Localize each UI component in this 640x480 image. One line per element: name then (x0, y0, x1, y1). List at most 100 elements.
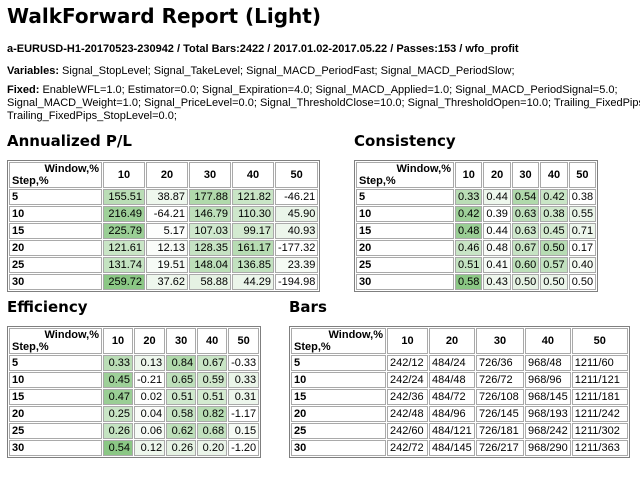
row-label: 30 (356, 274, 454, 290)
table-cell: 0.62 (166, 423, 197, 439)
table-cell: 12.13 (146, 240, 188, 256)
table-cell: 0.26 (166, 440, 197, 456)
table-row: 5 155.51 38.87 177.88 121.82 -46.21 (9, 189, 319, 205)
row-label: 20 (356, 240, 454, 256)
table-cell: 0.57 (540, 257, 568, 273)
table-cell: 0.46 (455, 240, 483, 256)
table-cell: 0.06 (134, 423, 166, 439)
table-cell: 242/24 (387, 372, 428, 388)
table-cell: 0.26 (103, 423, 133, 439)
table-row: 25 0.26 0.06 0.62 0.68 0.15 (9, 423, 260, 439)
table-cell: 726/181 (476, 423, 524, 439)
table-cell: 0.68 (197, 423, 228, 439)
variables-value: Signal_StopLevel; Signal_TakeLevel; Sign… (62, 65, 515, 77)
table-cell: 726/145 (476, 406, 524, 422)
table-cell: 484/72 (429, 389, 475, 405)
table-cell: 148.04 (189, 257, 231, 273)
table-cell: 107.03 (189, 223, 231, 239)
table-cell: -46.21 (275, 189, 319, 205)
header-row: Window,% Step,% 10 20 30 40 50 (291, 328, 628, 354)
table-cell: 0.54 (511, 189, 540, 205)
table-row: 15 242/36 484/72 726/108 968/145 1211/181 (291, 389, 628, 405)
table-cell: 0.54 (103, 440, 133, 456)
section-efficiency: Efficiency Window,% Step,% 10 20 30 40 50 5 0.33… (7, 298, 262, 458)
table-cell: 0.25 (103, 406, 133, 422)
table-cell: 121.61 (103, 240, 145, 256)
table-cell: 0.50 (540, 240, 568, 256)
table-cell: 0.41 (483, 257, 511, 273)
fixed-line-text: Signal_MACD_Weight=1.0; Signal_PriceLeve… (7, 97, 640, 109)
fixed-label: Fixed: (7, 84, 40, 96)
table-cell: 177.88 (189, 189, 231, 205)
table-cell: 0.59 (197, 372, 228, 388)
table-cell: 0.33 (103, 355, 133, 371)
variables-line: Variables: Signal_StopLevel; Signal_Take… (7, 65, 515, 78)
table-cell: 1211/121 (571, 372, 628, 388)
table-cell: 968/96 (525, 372, 571, 388)
table-cell: 0.45 (103, 372, 133, 388)
table-cell: 121.82 (232, 189, 274, 205)
table-cell: 0.20 (197, 440, 228, 456)
table-cell: 242/12 (387, 355, 428, 371)
table-cell: 128.35 (189, 240, 231, 256)
table-row: 25 242/60 484/121 726/181 968/242 1211/302 (291, 423, 628, 439)
row-label: 10 (356, 206, 454, 222)
table-cell: 726/72 (476, 372, 524, 388)
row-label: 5 (291, 355, 386, 371)
row-label: 20 (9, 406, 102, 422)
column-header: 50 (275, 162, 319, 188)
corner-header-cell: Window,% Step,% (9, 328, 102, 354)
table-cell: 0.67 (197, 355, 228, 371)
table-cell: 484/145 (429, 440, 475, 456)
table-cell: 0.38 (568, 189, 597, 205)
table-row: 5 0.33 0.13 0.84 0.67 -0.33 (9, 355, 260, 371)
table-cell: 968/193 (525, 406, 571, 422)
table-row: 15 0.48 0.44 0.63 0.45 0.71 (356, 223, 597, 239)
section-heading: Consistency (354, 132, 456, 150)
table-row: 15 0.47 0.02 0.51 0.51 0.31 (9, 389, 260, 405)
table-cell: 110.30 (232, 206, 274, 222)
table-row: 10 0.42 0.39 0.63 0.38 0.55 (356, 206, 597, 222)
step-axis-label: Step,% (359, 175, 396, 187)
column-header: 10 (103, 328, 133, 354)
table-cell: 0.45 (540, 223, 568, 239)
row-label: 25 (356, 257, 454, 273)
table-cell: 0.58 (166, 406, 197, 422)
row-label: 5 (9, 355, 102, 371)
table-cell: 0.84 (166, 355, 197, 371)
table-cell: 0.12 (134, 440, 166, 456)
table-cell: 259.72 (103, 274, 145, 290)
table-cell: 136.85 (232, 257, 274, 273)
column-header: 50 (571, 328, 628, 354)
table-row: 10 0.45 -0.21 0.65 0.59 0.33 (9, 372, 260, 388)
table-cell: 0.63 (511, 223, 540, 239)
table-cell: 0.51 (455, 257, 483, 273)
table-cell: 38.87 (146, 189, 188, 205)
run-summary-line: a-EURUSD-H1-20170523-230942 / Total Bars… (7, 43, 519, 55)
table-cell: 0.31 (228, 389, 260, 405)
table-cell: 242/36 (387, 389, 428, 405)
table-cell: 0.71 (568, 223, 597, 239)
table-row: 15 225.79 5.17 107.03 99.17 40.93 (9, 223, 319, 239)
step-axis-label: Step,% (12, 341, 49, 353)
table-cell: 726/217 (476, 440, 524, 456)
step-axis-label: Step,% (12, 175, 49, 187)
column-header: 20 (483, 162, 511, 188)
row-label: 20 (9, 240, 102, 256)
column-header: 50 (228, 328, 260, 354)
table-cell: 0.50 (568, 274, 597, 290)
window-axis-label: Window,% (44, 163, 99, 175)
column-header: 10 (455, 162, 483, 188)
corner-header-cell: Window,% Step,% (291, 328, 386, 354)
table-cell: 5.17 (146, 223, 188, 239)
table-row: 20 121.61 12.13 128.35 161.17 -177.32 (9, 240, 319, 256)
row-label: 30 (291, 440, 386, 456)
efficiency-table: Window,% Step,% 10 20 30 40 50 5 0.33 0.13 0.84 0.6… (7, 326, 262, 458)
table-cell: -64.21 (146, 206, 188, 222)
table-row: 20 242/48 484/96 726/145 968/193 1211/242 (291, 406, 628, 422)
table-cell: 0.67 (511, 240, 540, 256)
table-cell: 0.65 (166, 372, 197, 388)
table-cell: -1.17 (228, 406, 260, 422)
table-cell: 0.38 (540, 206, 568, 222)
table-cell: 45.90 (275, 206, 319, 222)
